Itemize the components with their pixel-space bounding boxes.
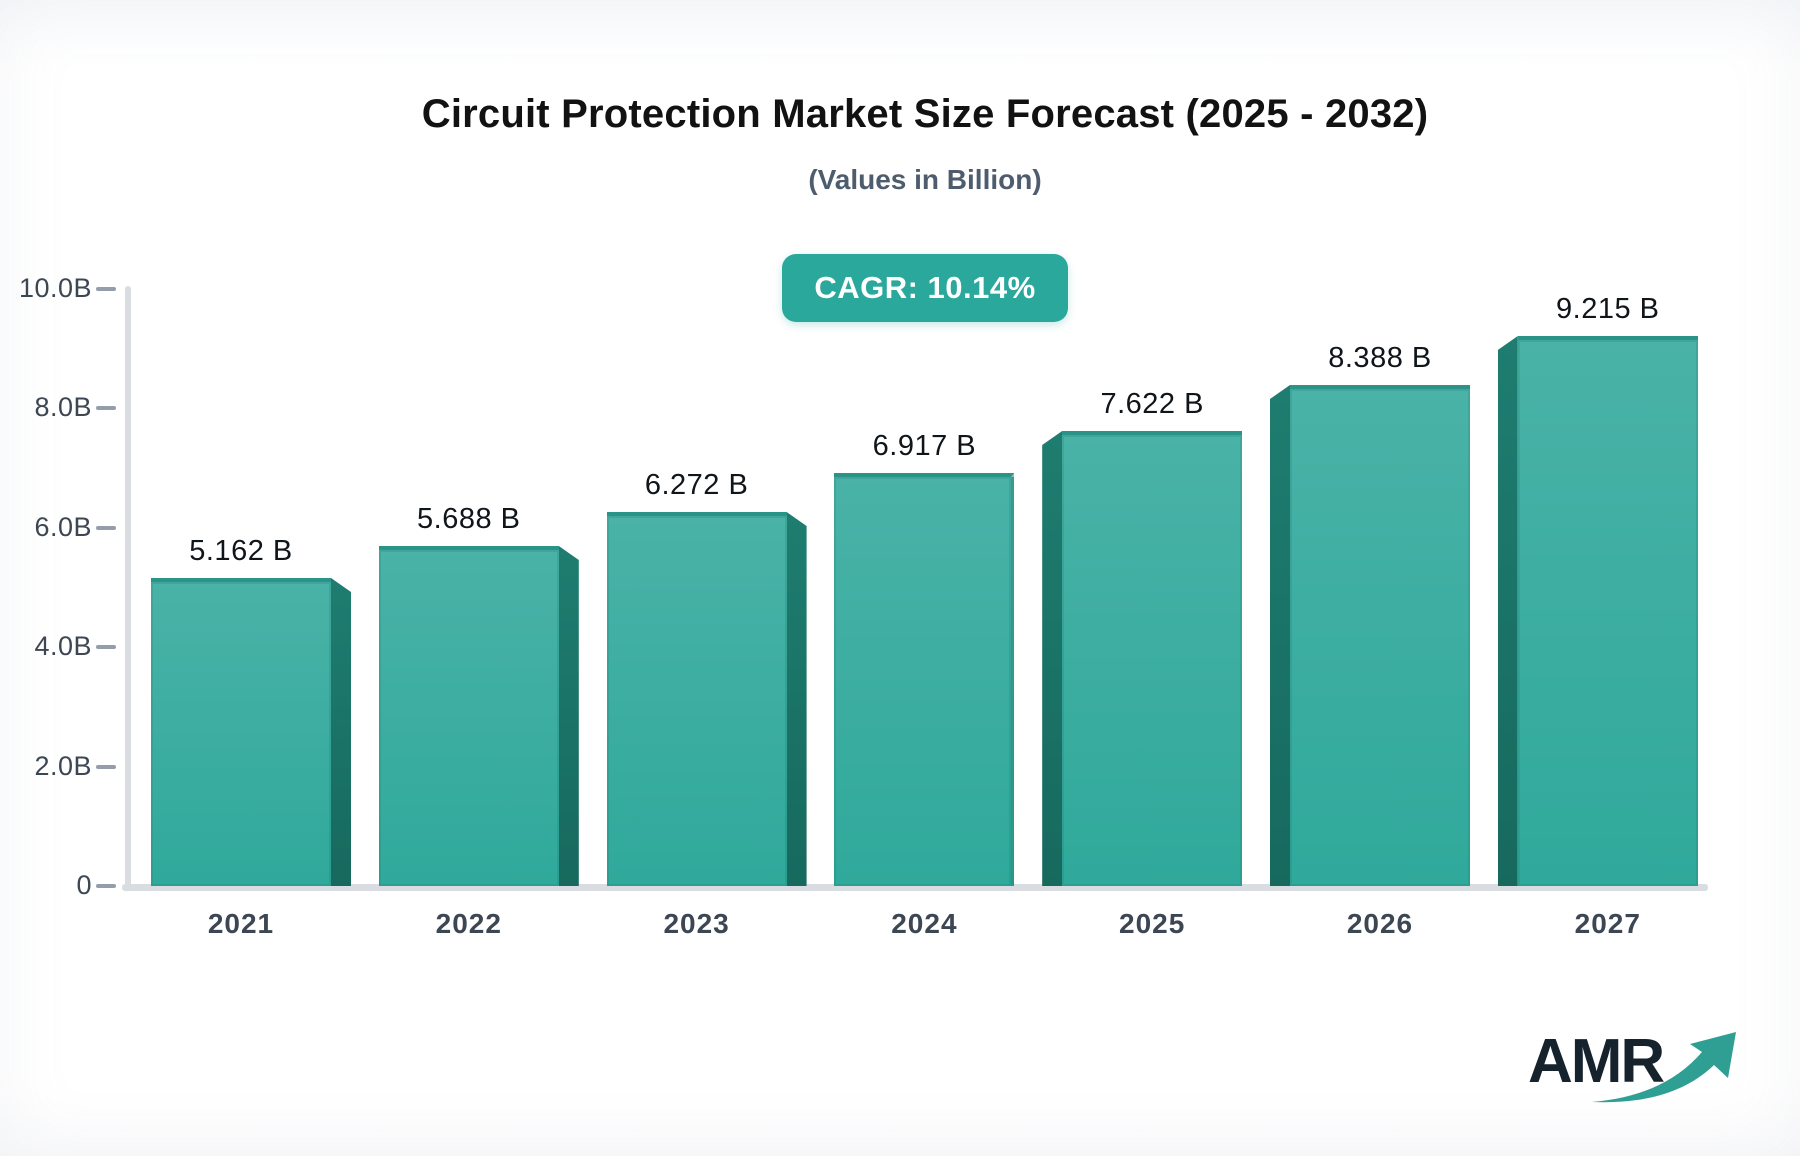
page-subtitle: (Values in Billion) <box>808 164 1042 195</box>
growth-arrow-icon <box>1592 1032 1736 1103</box>
bar-face <box>151 578 331 886</box>
bar-side <box>558 546 579 886</box>
x-axis-label: 2021 <box>207 908 275 939</box>
x-axis-label: 2022 <box>435 908 502 939</box>
amr-logo-text: AMR <box>1528 1027 1665 1096</box>
bar-face <box>834 473 1015 886</box>
y-axis-tick-mark <box>96 525 116 530</box>
y-axis-tick-label: 2.0B <box>34 750 92 781</box>
page-title: Circuit Protection Market Size Forecast … <box>421 92 1429 136</box>
bar-value-label: 5.688 B <box>417 503 521 535</box>
y-axis-tick-mark <box>96 645 116 650</box>
bar-face <box>606 512 787 886</box>
bar-side <box>1042 431 1063 886</box>
amr-logo: AMR <box>1520 1022 1750 1122</box>
y-axis-line <box>125 286 131 888</box>
bar-face <box>1517 336 1698 886</box>
bar-face <box>1062 431 1243 886</box>
y-axis-tick-label: 8.0B <box>34 392 92 423</box>
y-axis-tick-label: 10.0B <box>18 273 92 303</box>
x-axis-label: 2025 <box>1119 908 1186 939</box>
bar-face <box>378 546 559 886</box>
y-axis-tick-label: 0 <box>76 870 92 900</box>
bar-value-label: 8.388 B <box>1328 342 1432 374</box>
bar-side <box>1270 385 1290 886</box>
x-axis-label: 2026 <box>1346 908 1414 939</box>
bar-value-label: 9.215 B <box>1556 293 1660 325</box>
bar-side <box>331 578 351 886</box>
x-axis-line <box>122 884 1708 891</box>
bar-value-label: 5.162 B <box>189 535 293 567</box>
bar-value-label: 7.622 B <box>1100 388 1204 420</box>
x-axis-label: 2027 <box>1574 908 1641 939</box>
y-axis-tick-label: 6.0B <box>34 511 92 542</box>
x-axis-label: 2023 <box>663 908 730 939</box>
bar-value-label: 6.272 B <box>644 469 749 501</box>
y-axis-tick-mark <box>96 884 116 888</box>
y-axis-tick-mark <box>96 287 116 291</box>
cagr-badge: CAGR: 10.14% <box>782 254 1068 322</box>
y-axis-tick-mark <box>96 406 116 411</box>
y-axis-tick-mark <box>96 764 116 769</box>
bar-side <box>1497 336 1518 886</box>
bar-side <box>786 512 807 886</box>
bar-face <box>1290 385 1470 886</box>
x-axis-label: 2024 <box>891 908 958 939</box>
bar-value-label: 6.917 B <box>872 430 977 462</box>
y-axis-tick-label: 4.0B <box>34 631 92 662</box>
